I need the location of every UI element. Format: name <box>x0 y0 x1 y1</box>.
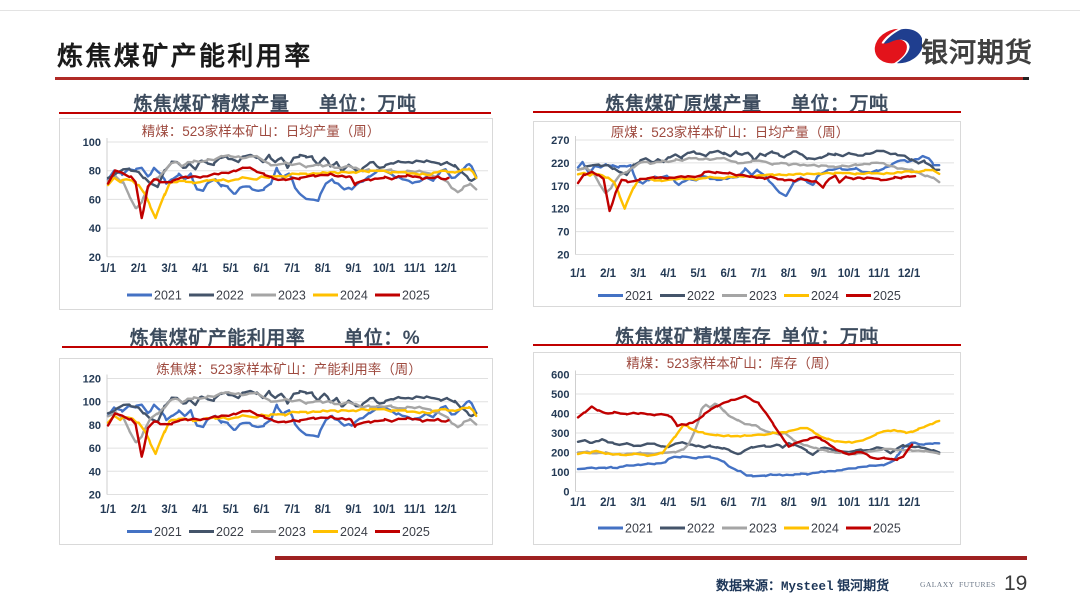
svg-text:8/1: 8/1 <box>315 263 332 275</box>
svg-text:2/1: 2/1 <box>131 263 148 275</box>
svg-text:精煤：523家样本矿山：日均产量（周）: 精煤：523家样本矿山：日均产量（周） <box>142 123 381 139</box>
svg-text:10/1: 10/1 <box>373 504 396 516</box>
svg-text:2024: 2024 <box>811 289 839 303</box>
svg-text:120: 120 <box>551 204 569 216</box>
svg-text:80: 80 <box>89 420 101 432</box>
svg-text:2/1: 2/1 <box>600 268 617 280</box>
svg-text:2021: 2021 <box>154 525 182 539</box>
svg-text:10/1: 10/1 <box>373 263 396 275</box>
svg-text:120: 120 <box>83 374 101 386</box>
svg-text:2/1: 2/1 <box>600 497 617 509</box>
svg-text:2022: 2022 <box>687 289 715 303</box>
svg-text:100: 100 <box>551 467 569 479</box>
svg-text:300: 300 <box>551 428 569 440</box>
svg-text:70: 70 <box>557 227 569 239</box>
svg-text:2024: 2024 <box>340 289 368 303</box>
svg-text:0: 0 <box>563 487 569 499</box>
svg-text:600: 600 <box>551 370 569 382</box>
svg-text:8/1: 8/1 <box>781 497 798 509</box>
svg-text:9/1: 9/1 <box>811 268 828 280</box>
svg-text:9/1: 9/1 <box>345 263 362 275</box>
svg-text:10/1: 10/1 <box>838 268 861 280</box>
svg-text:12/1: 12/1 <box>898 268 921 280</box>
svg-text:11/1: 11/1 <box>404 504 426 516</box>
svg-text:2023: 2023 <box>278 289 306 303</box>
svg-text:5/1: 5/1 <box>223 504 240 516</box>
svg-text:2021: 2021 <box>625 522 653 536</box>
svg-text:2024: 2024 <box>340 525 368 539</box>
svg-text:2023: 2023 <box>749 522 777 536</box>
svg-text:1/1: 1/1 <box>100 263 117 275</box>
svg-text:9/1: 9/1 <box>811 497 828 509</box>
svg-text:1/1: 1/1 <box>100 504 117 516</box>
svg-text:200: 200 <box>551 448 569 460</box>
svg-text:11/1: 11/1 <box>868 268 890 280</box>
svg-text:7/1: 7/1 <box>751 497 768 509</box>
svg-text:20: 20 <box>89 490 101 502</box>
svg-text:3/1: 3/1 <box>630 497 647 509</box>
svg-text:2025: 2025 <box>402 525 430 539</box>
svg-text:100: 100 <box>83 137 101 149</box>
svg-text:3/1: 3/1 <box>161 504 178 516</box>
svg-text:7/1: 7/1 <box>284 504 301 516</box>
svg-text:6/1: 6/1 <box>253 504 270 516</box>
svg-text:2023: 2023 <box>278 525 306 539</box>
svg-text:3/1: 3/1 <box>161 263 178 275</box>
svg-text:400: 400 <box>551 409 569 421</box>
svg-text:6/1: 6/1 <box>721 497 738 509</box>
svg-text:3/1: 3/1 <box>630 268 647 280</box>
svg-text:2022: 2022 <box>687 522 715 536</box>
svg-text:2024: 2024 <box>811 522 839 536</box>
svg-text:5/1: 5/1 <box>690 268 707 280</box>
svg-text:5/1: 5/1 <box>223 263 240 275</box>
svg-text:80: 80 <box>89 166 101 178</box>
svg-text:2/1: 2/1 <box>131 504 148 516</box>
svg-text:5/1: 5/1 <box>690 497 707 509</box>
svg-text:1/1: 1/1 <box>570 497 587 509</box>
svg-text:20: 20 <box>557 250 569 262</box>
svg-text:6/1: 6/1 <box>253 263 270 275</box>
svg-text:6/1: 6/1 <box>721 268 738 280</box>
svg-text:精煤：523家样本矿山：库存（周）: 精煤：523家样本矿山：库存（周） <box>626 355 838 371</box>
svg-text:4/1: 4/1 <box>660 268 677 280</box>
svg-text:8/1: 8/1 <box>315 504 332 516</box>
svg-text:40: 40 <box>89 223 101 235</box>
svg-text:220: 220 <box>551 158 569 170</box>
svg-text:60: 60 <box>89 194 101 206</box>
svg-text:8/1: 8/1 <box>781 268 798 280</box>
svg-text:2021: 2021 <box>625 289 653 303</box>
svg-text:100: 100 <box>83 397 101 409</box>
svg-text:2023: 2023 <box>749 289 777 303</box>
svg-text:2021: 2021 <box>154 289 182 303</box>
svg-text:11/1: 11/1 <box>404 263 426 275</box>
svg-text:2025: 2025 <box>873 289 901 303</box>
svg-text:12/1: 12/1 <box>434 504 457 516</box>
svg-text:炼焦煤：523家样本矿山：产能利用率（周）: 炼焦煤：523家样本矿山：产能利用率（周） <box>156 361 422 377</box>
svg-text:4/1: 4/1 <box>192 504 209 516</box>
svg-text:60: 60 <box>89 443 101 455</box>
svg-text:2022: 2022 <box>216 525 244 539</box>
svg-text:7/1: 7/1 <box>284 263 301 275</box>
svg-text:20: 20 <box>89 252 101 264</box>
svg-text:4/1: 4/1 <box>192 263 209 275</box>
svg-text:170: 170 <box>551 181 569 193</box>
svg-text:11/1: 11/1 <box>868 497 890 509</box>
svg-text:500: 500 <box>551 389 569 401</box>
svg-text:2022: 2022 <box>216 289 244 303</box>
svg-text:12/1: 12/1 <box>434 263 457 275</box>
svg-text:10/1: 10/1 <box>838 497 861 509</box>
svg-text:原煤：523家样本矿山：日均产量（周）: 原煤：523家样本矿山：日均产量（周） <box>611 124 850 140</box>
svg-text:270: 270 <box>551 135 569 147</box>
svg-text:4/1: 4/1 <box>660 497 677 509</box>
svg-text:1/1: 1/1 <box>570 268 587 280</box>
svg-text:7/1: 7/1 <box>751 268 768 280</box>
svg-text:2025: 2025 <box>873 522 901 536</box>
svg-text:40: 40 <box>89 466 101 478</box>
svg-text:9/1: 9/1 <box>345 504 362 516</box>
svg-text:12/1: 12/1 <box>898 497 921 509</box>
svg-text:2025: 2025 <box>402 289 430 303</box>
